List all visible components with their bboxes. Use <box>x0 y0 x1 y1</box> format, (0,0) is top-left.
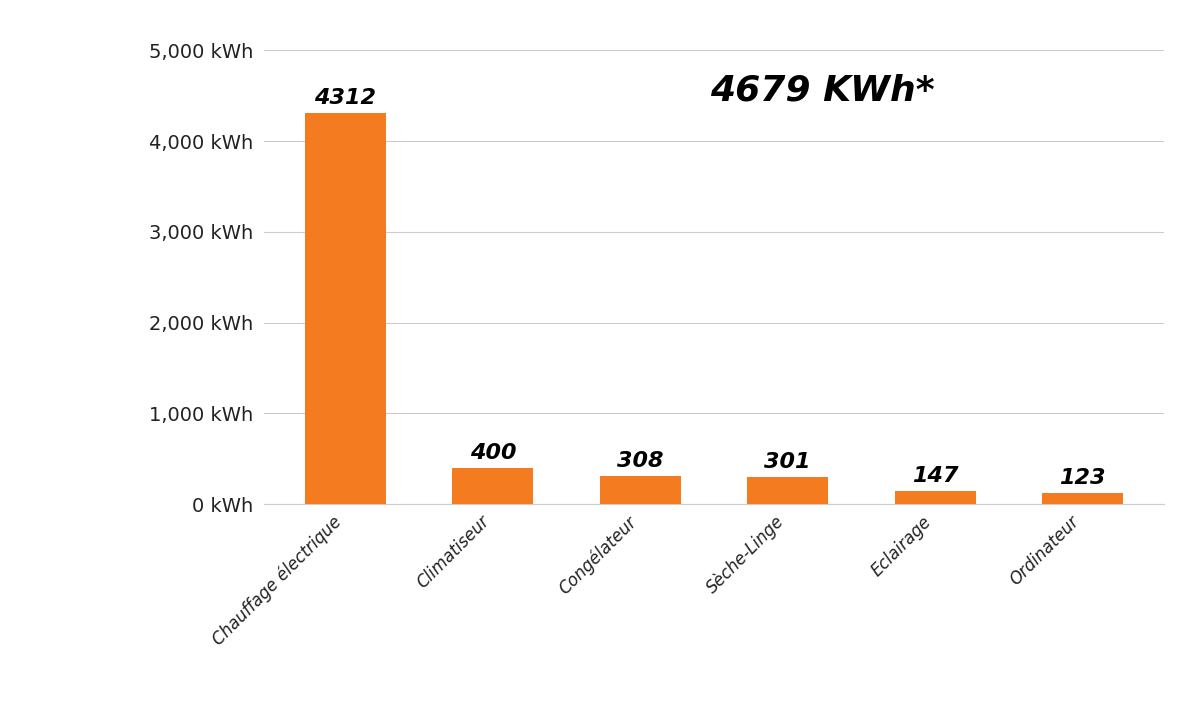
Text: 147: 147 <box>912 466 959 486</box>
Bar <box>600 476 680 504</box>
Text: 301: 301 <box>764 451 811 472</box>
Bar <box>305 113 386 504</box>
Bar <box>894 490 976 504</box>
Text: 4312: 4312 <box>314 88 377 108</box>
Text: 4679 KWh*: 4679 KWh* <box>709 73 935 107</box>
Text: 308: 308 <box>617 451 664 471</box>
Bar <box>452 468 534 504</box>
Bar <box>1042 493 1123 504</box>
Text: 123: 123 <box>1060 468 1106 488</box>
Text: 400: 400 <box>469 443 516 463</box>
Bar <box>748 477 828 504</box>
